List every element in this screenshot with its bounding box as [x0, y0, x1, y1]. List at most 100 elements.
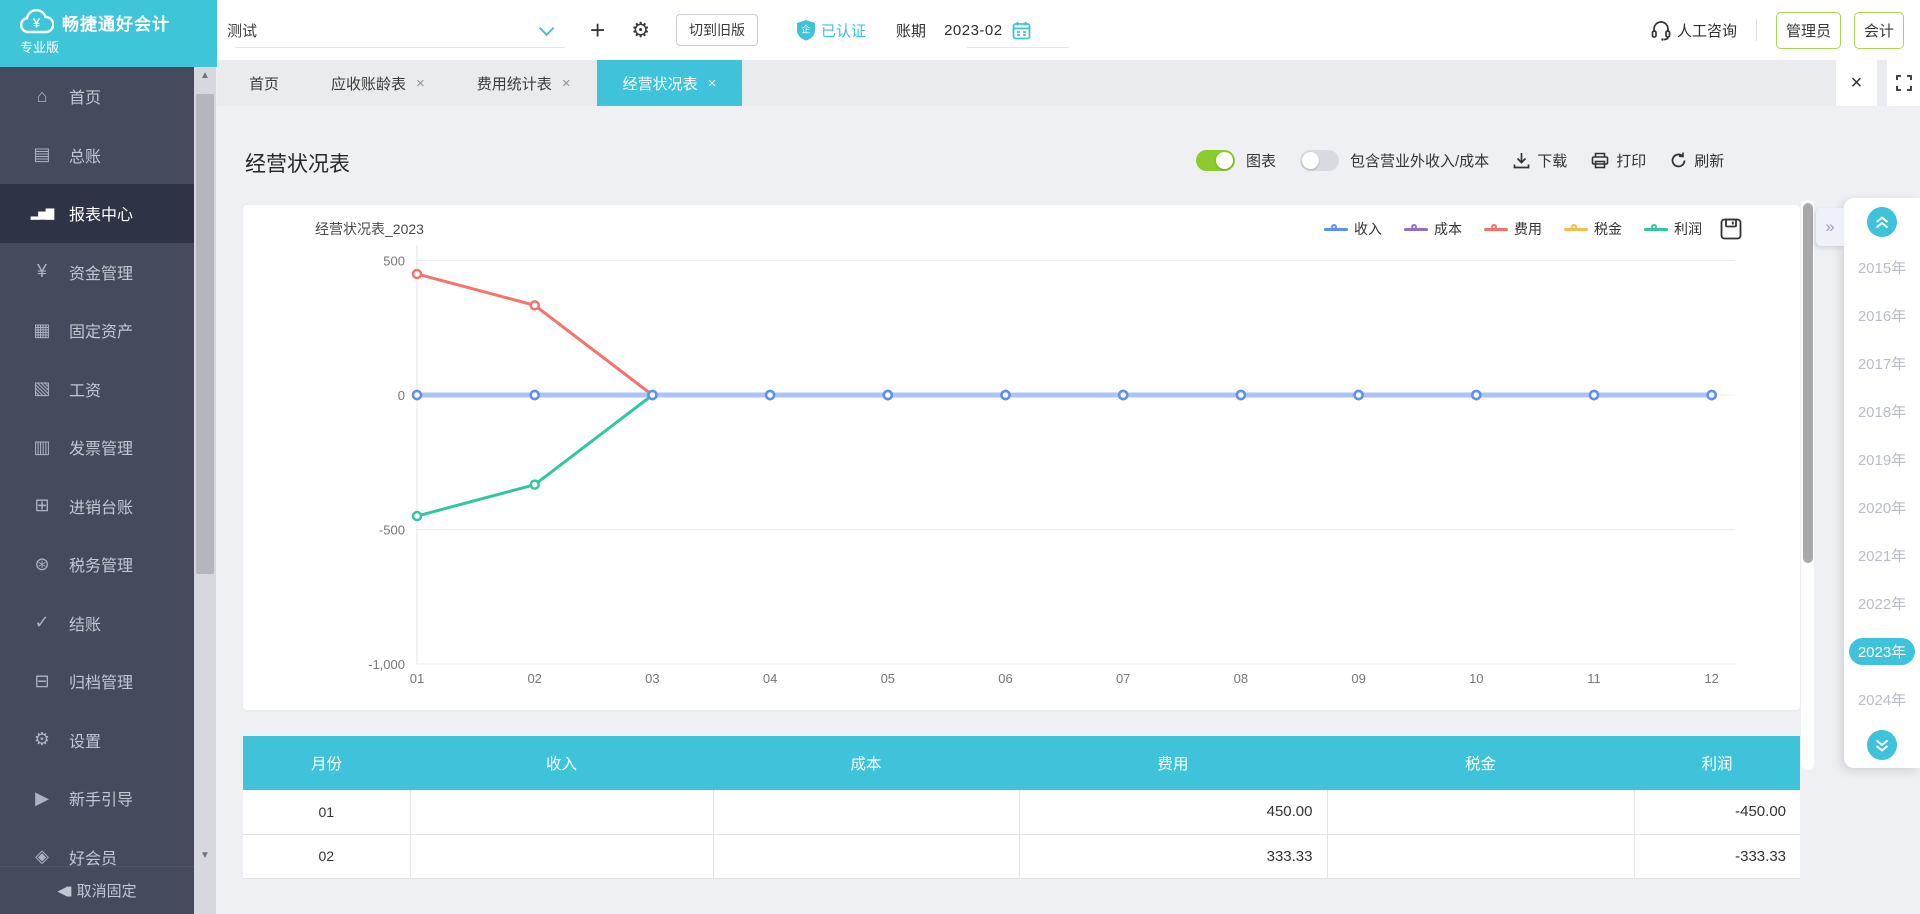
- data-point-利润-02[interactable]: [529, 479, 540, 490]
- data-point-收入-01[interactable]: [411, 389, 423, 401]
- certified-badge[interactable]: 企 已认证: [796, 19, 866, 41]
- table-row[interactable]: 01 450.00 -450.00: [243, 790, 1800, 835]
- data-point-收入-03[interactable]: [647, 389, 658, 401]
- tab-费用统计表[interactable]: 费用统计表 ×: [451, 60, 597, 106]
- year-item-2022[interactable]: 2022年: [1857, 596, 1907, 614]
- sidebar-item-closing[interactable]: ✓ 结账: [0, 594, 194, 653]
- legend-item-成本[interactable]: 成本: [1404, 219, 1462, 239]
- payroll-icon: ▧: [33, 378, 51, 399]
- data-point-收入-06[interactable]: [1000, 389, 1011, 401]
- app-logo[interactable]: ¥ 畅捷通好会计 专业版: [0, 0, 217, 67]
- scroll-years-down-button[interactable]: [1867, 730, 1897, 760]
- sidebar-item-member[interactable]: ◈ 好会员: [0, 828, 194, 887]
- close-tab-icon[interactable]: ×: [416, 74, 425, 92]
- sidebar-item-guide[interactable]: ▶ 新手引导: [0, 769, 194, 828]
- refresh-button[interactable]: 刷新: [1670, 150, 1724, 171]
- table-row[interactable]: 02 333.33 -333.33: [243, 834, 1800, 879]
- year-selector-panel: 2015年 2016年 2017年 2018年 2019年 2020年 2021年 2022年…: [1844, 198, 1920, 768]
- sidebar-scrollbar-thumb[interactable]: [196, 94, 214, 574]
- include-nonoperating-toggle[interactable]: [1300, 150, 1340, 171]
- sidebar-scrollbar[interactable]: ▲ ▼: [194, 62, 216, 914]
- calendar-icon[interactable]: [1012, 21, 1031, 40]
- data-point-收入-05[interactable]: [882, 389, 894, 401]
- chevron-down-icon[interactable]: [538, 20, 555, 36]
- sidebar-item-settings[interactable]: ⚙ 设置: [0, 711, 194, 770]
- sidebar-item-ledger[interactable]: ▤ 总账: [0, 126, 194, 185]
- sidebar-item-tax[interactable]: ⊛ 税务管理: [0, 535, 194, 594]
- sidebar-item-funds[interactable]: ¥ 资金管理: [0, 243, 194, 302]
- year-item-2021[interactable]: 2021年: [1857, 548, 1907, 566]
- data-point-收入-04[interactable]: [764, 389, 776, 401]
- chart-card-scrollbar[interactable]: [1801, 200, 1814, 770]
- data-point-利润-01[interactable]: [411, 510, 423, 522]
- legend-item-收入[interactable]: 收入: [1324, 219, 1382, 239]
- tab-label: 应收账龄表: [331, 75, 407, 93]
- sidebar-item-report-center[interactable]: ▂▅▇ 报表中心: [0, 184, 194, 243]
- archive-icon: ⊟: [34, 670, 50, 691]
- sidebar-item-invoice[interactable]: ▥ 发票管理: [0, 418, 194, 477]
- role-badge-accountant[interactable]: 会计: [1853, 11, 1904, 49]
- data-point-收入-02[interactable]: [529, 389, 540, 401]
- year-item-2016[interactable]: 2016年: [1857, 307, 1907, 325]
- data-point-收入-08[interactable]: [1235, 389, 1247, 401]
- tab-应收账龄表[interactable]: 应收账龄表 ×: [305, 60, 451, 106]
- year-item-2019[interactable]: 2019年: [1857, 451, 1907, 469]
- role-badge-admin[interactable]: 管理员: [1775, 11, 1841, 49]
- chart-card-scrollbar-thumb[interactable]: [1802, 203, 1813, 563]
- year-item-2018[interactable]: 2018年: [1857, 403, 1907, 421]
- chart-toggle[interactable]: [1196, 150, 1235, 171]
- sidebar-item-fixed-assets[interactable]: ▦ 固定资产: [0, 301, 194, 360]
- fullscreen-button[interactable]: [1887, 60, 1920, 106]
- year-item-2024[interactable]: 2024年: [1857, 692, 1907, 710]
- scroll-up-arrow-icon[interactable]: ▲: [200, 70, 210, 81]
- add-account-button[interactable]: +: [590, 15, 606, 45]
- year-item-2023[interactable]: 2023年: [1848, 638, 1916, 666]
- tab-首页[interactable]: 首页: [223, 60, 305, 106]
- period-underline: [967, 47, 1069, 48]
- shield-icon: 企: [797, 20, 816, 41]
- year-item-2017[interactable]: 2017年: [1857, 355, 1907, 373]
- unpin-label: 取消固定: [76, 883, 137, 900]
- year-item-2020[interactable]: 2020年: [1857, 500, 1907, 518]
- close-tab-icon[interactable]: ×: [561, 74, 571, 92]
- legend-marker-dot: [1331, 224, 1337, 230]
- sidebar-item-label: 首页: [69, 90, 102, 108]
- cell-month: 02: [243, 834, 411, 879]
- data-point-收入-10[interactable]: [1471, 389, 1482, 401]
- double-chevron-up-icon: [1875, 215, 1889, 228]
- data-point-收入-09[interactable]: [1353, 389, 1364, 401]
- sidebar-item-archive[interactable]: ⊟ 归档管理: [0, 652, 194, 711]
- sidebar-item-trade-ledger[interactable]: ⊞ 进销台账: [0, 477, 194, 536]
- company-select[interactable]: 测试: [227, 22, 258, 40]
- scroll-down-arrow-icon[interactable]: ▼: [200, 850, 210, 861]
- chart-legend: 收入 成本 费用 税金 利润: [1324, 218, 1742, 240]
- legend-item-税金[interactable]: 税金: [1564, 219, 1622, 239]
- data-point-收入-11[interactable]: [1588, 389, 1600, 401]
- data-point-收入-12[interactable]: [1706, 389, 1717, 401]
- gear-icon[interactable]: ⚙: [631, 18, 651, 42]
- data-point-费用-02[interactable]: [529, 300, 540, 311]
- switch-old-version-button[interactable]: 切到旧版: [676, 14, 759, 46]
- save-chart-image-button[interactable]: [1720, 218, 1742, 240]
- legend-item-利润[interactable]: 利润: [1644, 219, 1702, 239]
- collapse-year-panel-tab[interactable]: »: [1816, 208, 1844, 246]
- tab-经营状况表[interactable]: 经营状况表 ×: [596, 60, 743, 106]
- data-point-费用-01[interactable]: [411, 268, 423, 280]
- close-all-tabs-button[interactable]: ×: [1836, 60, 1877, 106]
- sidebar-items-host: ⌂ 首页 ▤ 总账 ▂▅▇ 报表中心 ¥ 资金管理 ▦ 固定资产 ▧ 工资 ▥ 发票管理 ⊞ 进销台账 ⊛ 税务管…: [0, 67, 194, 886]
- support-button[interactable]: 人工咨询: [1651, 20, 1737, 41]
- scroll-years-up-button[interactable]: [1867, 207, 1897, 237]
- close-tab-icon[interactable]: ×: [707, 74, 717, 92]
- print-button[interactable]: 打印: [1591, 150, 1646, 171]
- data-point-收入-07[interactable]: [1117, 389, 1129, 401]
- year-item-2015[interactable]: 2015年: [1857, 259, 1907, 277]
- guide-icon: ▶: [35, 787, 49, 808]
- sidebar-item-payroll[interactable]: ▧ 工资: [0, 360, 194, 419]
- period-value[interactable]: 2023-02: [944, 21, 1003, 39]
- download-button[interactable]: 下载: [1513, 150, 1567, 171]
- line-chart[interactable]: 500 0 -500 -1,000 01 02 03 04 05 06 07 08 09 10 11 12: [243, 205, 1800, 710]
- tab-label: 费用统计表: [476, 75, 552, 93]
- unpin-sidebar-button[interactable]: ◀▮ 取消固定: [0, 866, 194, 914]
- sidebar-item-home[interactable]: ⌂ 首页: [0, 67, 194, 126]
- legend-item-费用[interactable]: 费用: [1484, 219, 1542, 239]
